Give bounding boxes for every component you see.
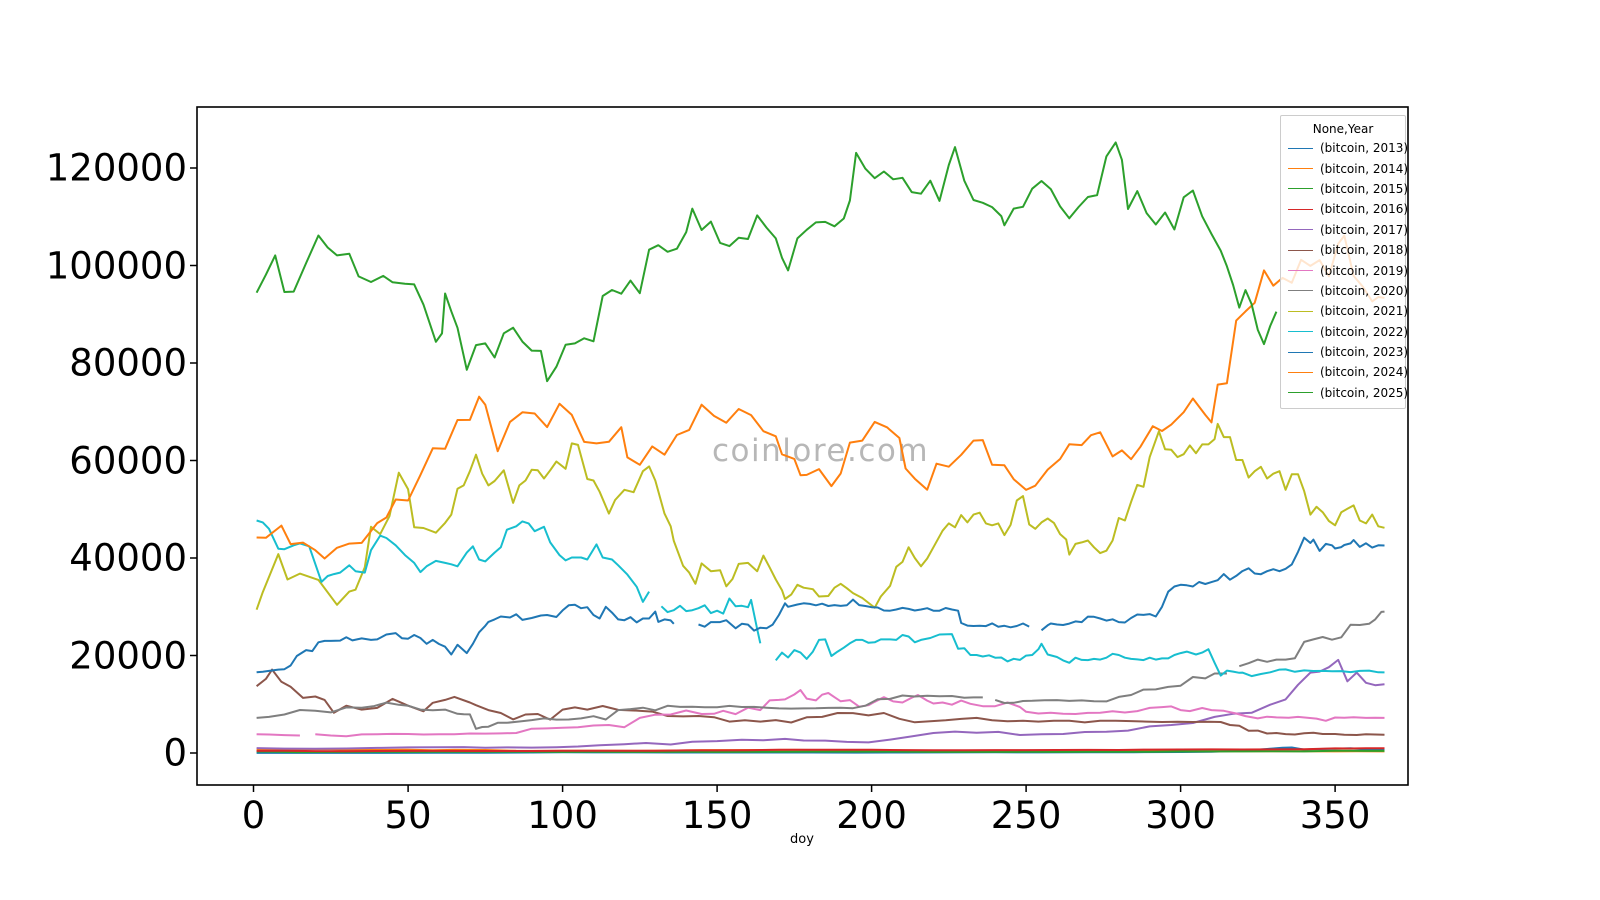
legend-line-sample <box>1288 147 1313 149</box>
legend-entry-label: (bitcoin, 2015) <box>1320 181 1409 196</box>
legend-line-sample <box>1288 331 1313 333</box>
series-line-2017 <box>256 658 1385 750</box>
legend-entry: (bitcoin, 2021) <box>1281 301 1409 321</box>
legend-line-sample <box>1288 392 1313 394</box>
legend-entry-label: (bitcoin, 2023) <box>1320 345 1409 360</box>
series-line-2023 <box>256 536 1385 674</box>
legend-entry-label: (bitcoin, 2019) <box>1320 263 1409 278</box>
series-line-2022 <box>256 519 1385 678</box>
plot-border <box>196 106 1409 786</box>
legend-entry-label: (bitcoin, 2022) <box>1320 324 1409 339</box>
series-line-2019 <box>256 689 1385 738</box>
legend-line-sample <box>1288 310 1313 312</box>
series-line-2021 <box>255 422 1385 611</box>
legend-entry-label: (bitcoin, 2018) <box>1320 243 1409 258</box>
legend-entry: (bitcoin, 2014) <box>1281 158 1409 178</box>
legend-line-sample <box>1288 229 1313 231</box>
legend-entry: (bitcoin, 2020) <box>1281 281 1409 301</box>
legend-entry-label: (bitcoin, 2021) <box>1320 304 1409 319</box>
legend-entry-label: (bitcoin, 2024) <box>1320 365 1409 380</box>
legend-entry: (bitcoin, 2015) <box>1281 179 1409 199</box>
legend-entry: (bitcoin, 2018) <box>1281 240 1409 260</box>
legend-title: None,Year <box>1312 122 1374 136</box>
legend-entry: (bitcoin, 2017) <box>1281 220 1409 240</box>
legend-line-sample <box>1288 290 1313 292</box>
legend-entry: (bitcoin, 2024) <box>1281 362 1409 382</box>
legend-line-sample <box>1288 208 1313 210</box>
legend-entry-label: (bitcoin, 2020) <box>1320 283 1409 298</box>
legend-entry: (bitcoin, 2025) <box>1281 383 1409 403</box>
legend-line-sample <box>1288 168 1313 170</box>
legend-entry-label: (bitcoin, 2017) <box>1320 222 1409 237</box>
legend-entry: (bitcoin, 2023) <box>1281 342 1409 362</box>
legend-entry: (bitcoin, 2019) <box>1281 260 1409 280</box>
watermark-text: coinlore.com <box>712 433 930 469</box>
legend-line-sample <box>1288 249 1313 251</box>
series-line-2020 <box>256 610 1385 730</box>
legend-entry: (bitcoin, 2022) <box>1281 322 1409 342</box>
series-line-2018 <box>255 668 1385 736</box>
legend-line-sample <box>1288 270 1313 272</box>
legend-entry-label: (bitcoin, 2014) <box>1320 161 1409 176</box>
series-line-2016 <box>256 747 1385 753</box>
legend-entry-label: (bitcoin, 2013) <box>1320 141 1409 156</box>
series-line-2024 <box>256 234 1385 560</box>
legend-entry-label: (bitcoin, 2025) <box>1320 385 1409 400</box>
legend-entry: (bitcoin, 2013) <box>1281 138 1409 158</box>
x-axis-label: doy <box>790 832 814 847</box>
legend-entries: (bitcoin, 2013) (bitcoin, 2014) (bitcoin, … <box>1281 138 1409 403</box>
legend: None,Year (bitcoin, 2013) (bitcoin, 2014)… <box>1280 115 1409 410</box>
series-line-2025 <box>255 141 1278 383</box>
legend-line-sample <box>1288 188 1313 190</box>
legend-entry: (bitcoin, 2016) <box>1281 199 1409 219</box>
legend-line-sample <box>1288 371 1313 373</box>
legend-entry-label: (bitcoin, 2016) <box>1320 202 1409 217</box>
legend-line-sample <box>1288 351 1313 353</box>
